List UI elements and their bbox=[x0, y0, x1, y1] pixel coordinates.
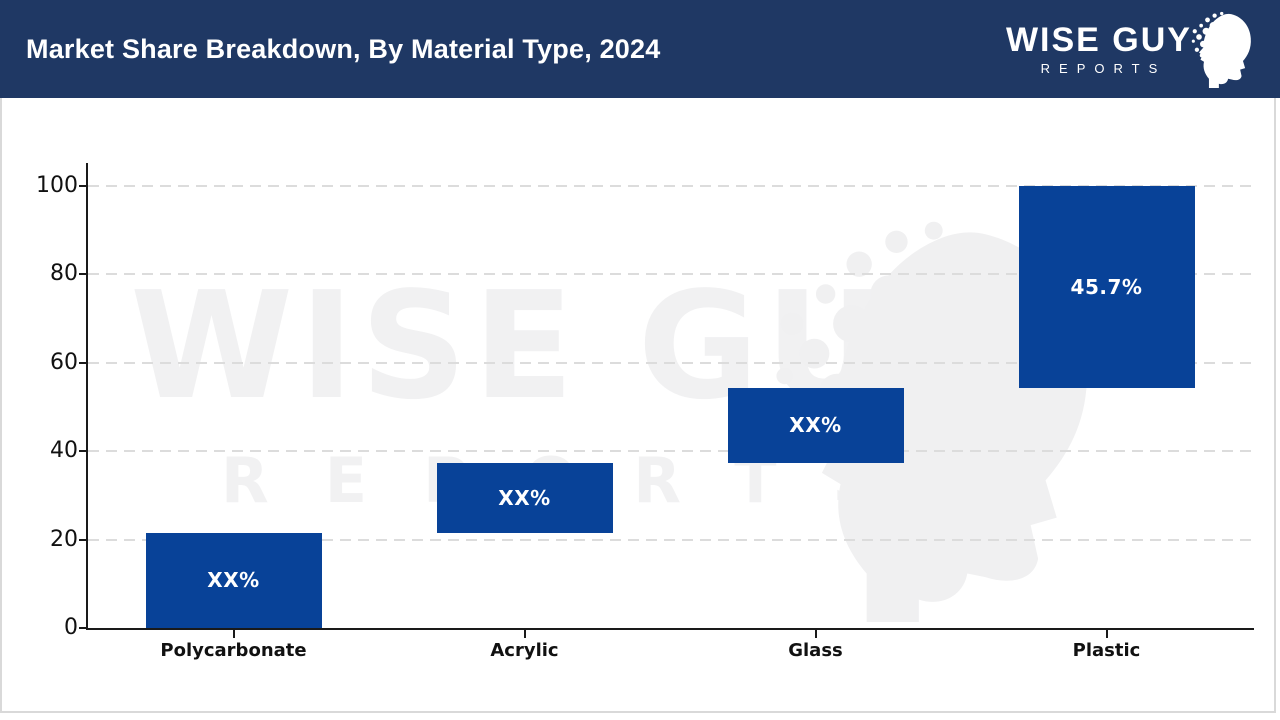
x-axis-label: Polycarbonate bbox=[160, 640, 307, 661]
gridline-y-60 bbox=[88, 361, 1252, 364]
bar-value-label: XX% bbox=[789, 413, 842, 438]
x-axis-tick bbox=[814, 630, 817, 638]
logo-wordmark: WISE GUY bbox=[1005, 21, 1192, 59]
bar-polycarbonate: XX% bbox=[145, 532, 322, 628]
wise-guy-face-icon bbox=[1191, 11, 1251, 88]
gridline-y-20 bbox=[88, 538, 1252, 541]
y-axis-tick bbox=[79, 185, 87, 187]
bar-plastic: 45.7% bbox=[1018, 186, 1195, 388]
y-axis-tick-label: 60 bbox=[50, 349, 78, 375]
bar-glass: XX% bbox=[727, 387, 904, 463]
y-axis-tick-label: 80 bbox=[50, 261, 78, 287]
header: Market Share Breakdown, By Material Type… bbox=[0, 0, 1280, 98]
y-axis-tick-label: 40 bbox=[50, 438, 78, 464]
x-axis-label: Plastic bbox=[1072, 640, 1141, 661]
y-axis-tick bbox=[79, 450, 87, 453]
y-axis-tick bbox=[79, 627, 87, 629]
x-axis-line bbox=[86, 628, 1254, 630]
gridline-y-40 bbox=[88, 450, 1252, 453]
bar-acrylic: XX% bbox=[436, 462, 613, 533]
x-axis-tick bbox=[523, 630, 526, 638]
page-title: Market Share Breakdown, By Material Type… bbox=[26, 33, 661, 64]
bar-value-label: 45.7% bbox=[1070, 274, 1143, 299]
y-axis-line bbox=[86, 163, 88, 630]
y-axis-tick-label: 20 bbox=[50, 526, 78, 552]
logo-text: WISE GUY REPORTS bbox=[1006, 23, 1192, 75]
y-axis-tick bbox=[79, 273, 87, 276]
x-axis-tick bbox=[1105, 630, 1108, 638]
y-axis-tick-label: 100 bbox=[36, 173, 78, 198]
bar-value-label: XX% bbox=[207, 568, 260, 593]
x-axis-label: Acrylic bbox=[490, 640, 559, 661]
y-axis-tick-label: 0 bbox=[64, 615, 78, 640]
x-axis-tick bbox=[232, 630, 235, 638]
y-axis-tick bbox=[79, 361, 87, 364]
logo-subtitle: REPORTS bbox=[1040, 61, 1167, 76]
gridline-y-80 bbox=[88, 273, 1252, 276]
wise-guy-logo: WISE GUY REPORTS bbox=[1006, 10, 1254, 88]
bar-value-label: XX% bbox=[498, 485, 551, 510]
y-axis-tick bbox=[79, 538, 87, 541]
gridline-y-100 bbox=[88, 185, 1252, 187]
x-axis-label: Glass bbox=[788, 640, 843, 661]
